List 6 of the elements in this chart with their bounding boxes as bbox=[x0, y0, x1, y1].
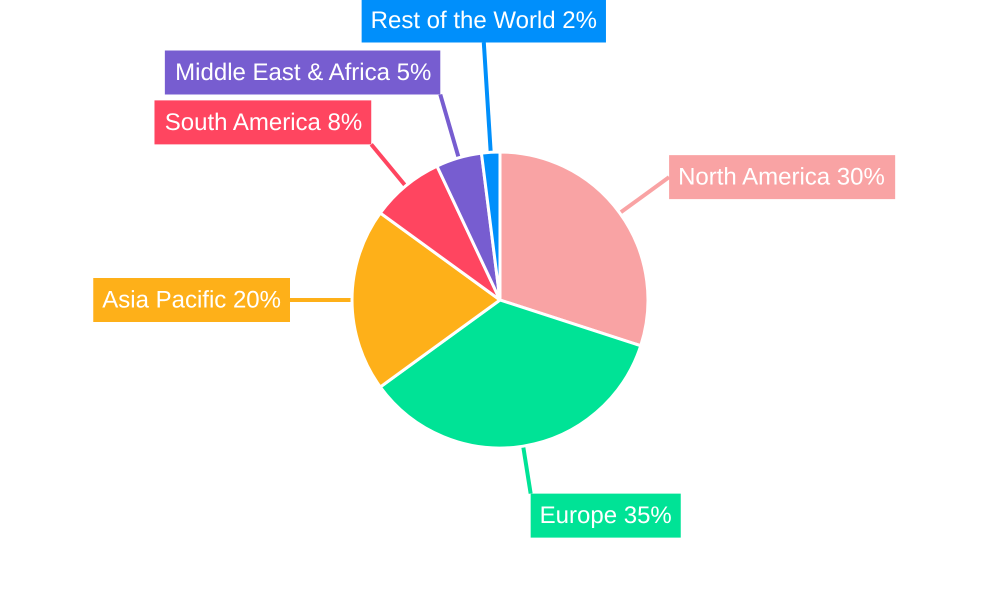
slice-label: South America 8% bbox=[164, 108, 362, 136]
slice-label: Asia Pacific 20% bbox=[102, 286, 281, 314]
slice-label: Rest of the World 2% bbox=[370, 7, 597, 34]
slice-label: North America 30% bbox=[678, 164, 885, 191]
slice-label: Europe 35% bbox=[540, 502, 672, 530]
slice-label: Middle East & Africa 5% bbox=[175, 58, 432, 86]
